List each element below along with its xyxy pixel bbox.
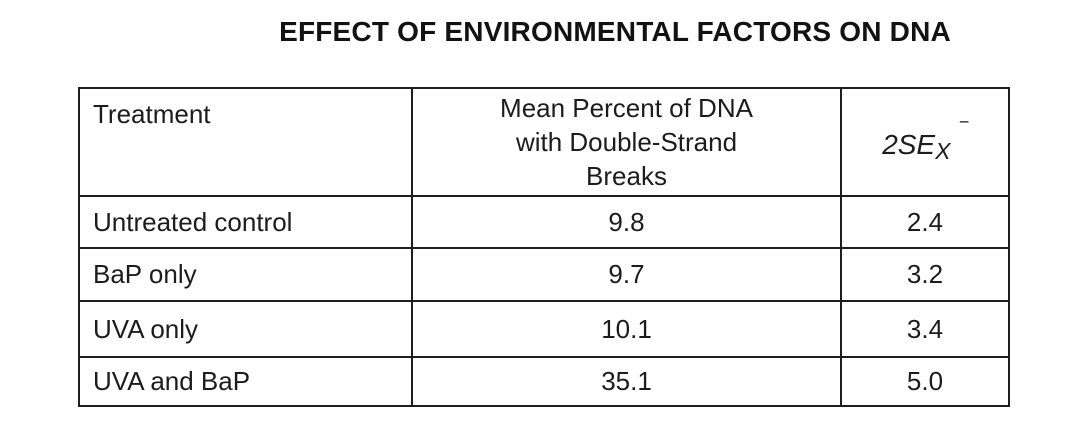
treatment-cell: UVA and BaP <box>78 356 413 407</box>
se-cell: 3.2 <box>840 247 1010 302</box>
column-header-2se: 2SEX ‾ <box>840 87 1010 197</box>
treatment-cell: UVA only <box>78 300 413 358</box>
mean-percent-cell: 35.1 <box>411 356 842 407</box>
se-cell: 2.4 <box>840 195 1010 249</box>
table-row: BaP only 9.7 3.2 <box>78 247 1010 302</box>
se-cell: 5.0 <box>840 356 1010 407</box>
mean-percent-cell: 9.7 <box>411 247 842 302</box>
header-line-2: with Double-Strand <box>515 127 738 157</box>
table-row: UVA and BaP 35.1 5.0 <box>78 356 1010 407</box>
macron-symbol: ‾ <box>960 119 968 144</box>
table-row: Untreated control 9.8 2.4 <box>78 195 1010 249</box>
mean-percent-cell: 9.8 <box>411 195 842 249</box>
header-line-1: Mean Percent of DNA <box>500 93 753 123</box>
column-header-treatment: Treatment <box>78 87 413 197</box>
se-cell: 3.4 <box>840 300 1010 358</box>
treatment-cell: BaP only <box>78 247 413 302</box>
table-row: UVA only 10.1 3.4 <box>78 300 1010 358</box>
se-prefix: 2SE <box>882 129 936 160</box>
treatment-cell: Untreated control <box>78 195 413 249</box>
column-header-mean-percent: Mean Percent of DNA with Double-Strand B… <box>411 87 842 197</box>
header-line-3: Breaks <box>586 161 667 191</box>
se-notation: 2SEX ‾ <box>882 119 968 164</box>
table-title: EFFECT OF ENVIRONMENTAL FACTORS ON DNA <box>279 16 951 47</box>
environmental-factors-table: Treatment Mean Percent of DNA with Doubl… <box>78 87 1010 407</box>
mean-percent-cell: 10.1 <box>411 300 842 358</box>
se-subscript-x: X <box>935 138 951 164</box>
header-row: Treatment Mean Percent of DNA with Doubl… <box>78 87 1010 197</box>
